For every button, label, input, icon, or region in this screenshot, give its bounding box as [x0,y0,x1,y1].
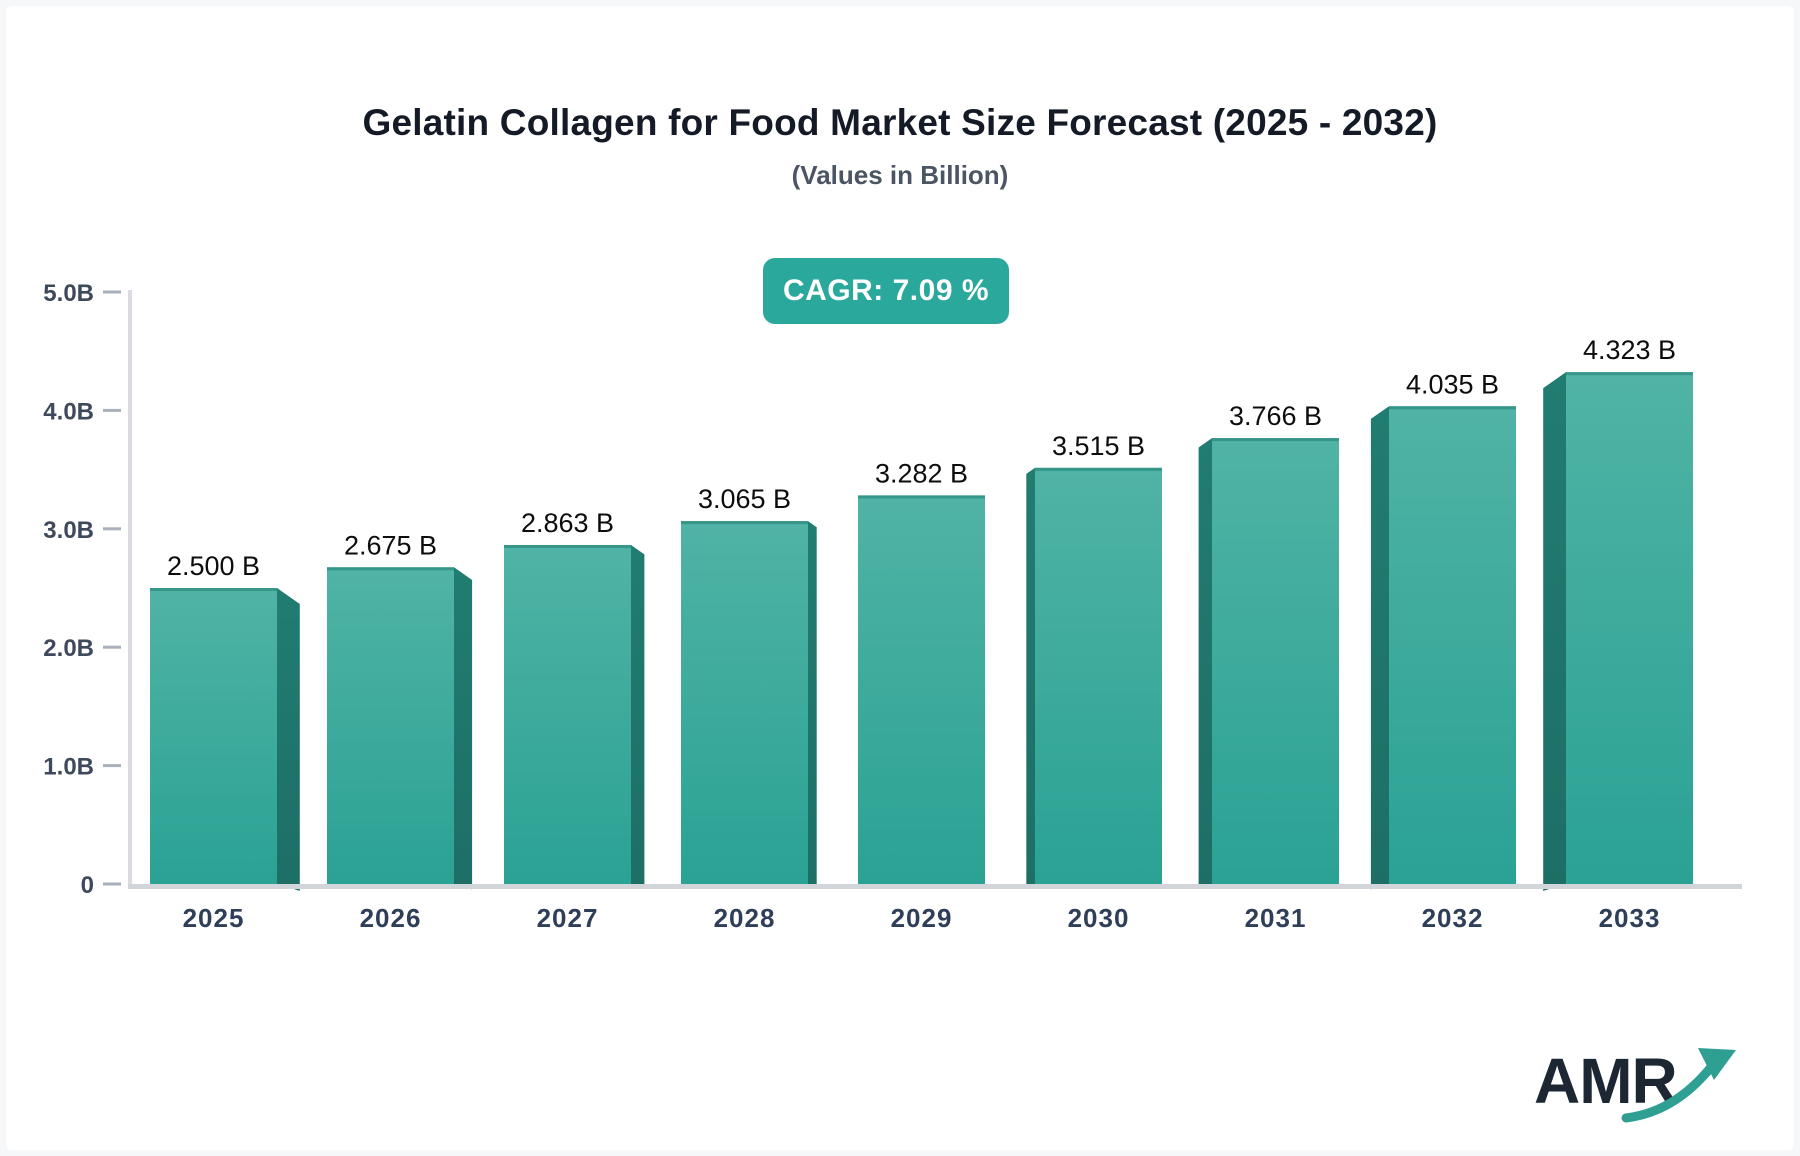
bar-group: 3.282 B 2029 [858,458,985,933]
bar-group: 3.515 B 2030 [1026,431,1162,933]
y-axis-tick-dash [103,882,121,886]
bar-group: 4.323 B 2033 [1543,335,1693,933]
x-axis-label: 2033 [1599,903,1661,933]
bar-side-face [277,588,300,891]
bar-value-label: 2.863 B [521,508,614,538]
y-axis-tick-dash [103,764,121,768]
bar-group: 3.766 B 2031 [1198,401,1339,933]
bar-side-face [808,521,817,887]
bar-top-edge [504,545,631,549]
bar [1035,467,1162,884]
x-axis-baseline [128,884,1742,889]
bar-value-label: 3.065 B [698,484,791,514]
chart-title: Gelatin Collagen for Food Market Size Fo… [362,102,1438,143]
y-axis-tick-label: 4.0B [43,398,94,425]
bar [1389,406,1516,884]
y-axis-tick-dash [103,290,121,294]
x-axis-label: 2032 [1422,903,1484,933]
cagr-badge-label: CAGR: 7.09 % [782,274,990,307]
x-axis-label: 2031 [1245,903,1307,933]
bar-top-edge [1035,467,1162,471]
amr-logo-arrow-icon [1621,1048,1736,1123]
x-axis-label: 2028 [714,903,776,933]
bar-side-face [631,545,645,889]
cagr-badge: CAGR: 7.09 % [763,258,1009,324]
y-axis-tick-dash [103,408,121,412]
bar-group: 4.035 B 2032 [1370,369,1516,933]
y-axis-tick-dash [103,527,121,531]
bar [1212,438,1339,884]
x-axis-label: 2030 [1068,903,1130,933]
x-axis-label: 2027 [537,903,599,933]
bar-top-edge [858,495,985,499]
amr-logo: AMR [1534,1036,1744,1126]
bar-value-label: 4.323 B [1583,335,1676,365]
amr-logo-text: AMR [1534,1045,1678,1117]
bar-value-label: 3.282 B [875,458,968,488]
bar-side-face [1543,372,1566,891]
bar-top-edge [681,521,808,525]
bar-top-edge [1389,406,1516,410]
x-axis-label: 2025 [183,903,245,933]
bar [150,588,277,884]
bar-value-label: 3.766 B [1229,401,1322,431]
bar-side-face [1198,438,1212,889]
bar-value-label: 3.515 B [1052,431,1145,461]
bar-value-label: 2.500 B [167,551,260,581]
bar-group: 2.863 B 2027 [504,508,645,933]
y-axis-tick-label: 2.0B [43,635,94,662]
y-axis-tick-label: 5.0B [43,280,94,307]
bar-side-face [1370,406,1389,890]
y-axis-tick-label: 3.0B [43,517,94,544]
bar-top-edge [1212,438,1339,442]
bar-value-label: 4.035 B [1406,369,1499,399]
y-axis-line [128,290,132,886]
bar [681,521,808,884]
bar [858,495,985,884]
bar [1566,372,1693,884]
bar-side-face [454,567,473,890]
y-axis-tick-label: 0 [81,872,94,899]
bar-top-edge [1566,372,1693,376]
bar-top-edge [150,588,277,591]
bar-top-edge [327,567,454,571]
bar [504,545,631,884]
x-axis-label: 2026 [360,903,422,933]
y-axis-tick-label: 1.0B [43,754,94,781]
bar-group: 2.500 B 2025 [150,551,300,933]
y-axis-tick-dash [103,645,121,649]
bar-side-face [1026,467,1035,887]
bar-value-label: 2.675 B [344,530,437,560]
bar [327,567,454,884]
chart-card: Gelatin Collagen for Food Market Size Fo… [6,6,1794,1150]
x-axis-label: 2029 [891,903,953,933]
bar-group: 3.065 B 2028 [681,484,817,933]
bar-group: 2.675 B 2026 [327,530,473,933]
chart-subtitle: (Values in Billion) [791,160,1009,190]
